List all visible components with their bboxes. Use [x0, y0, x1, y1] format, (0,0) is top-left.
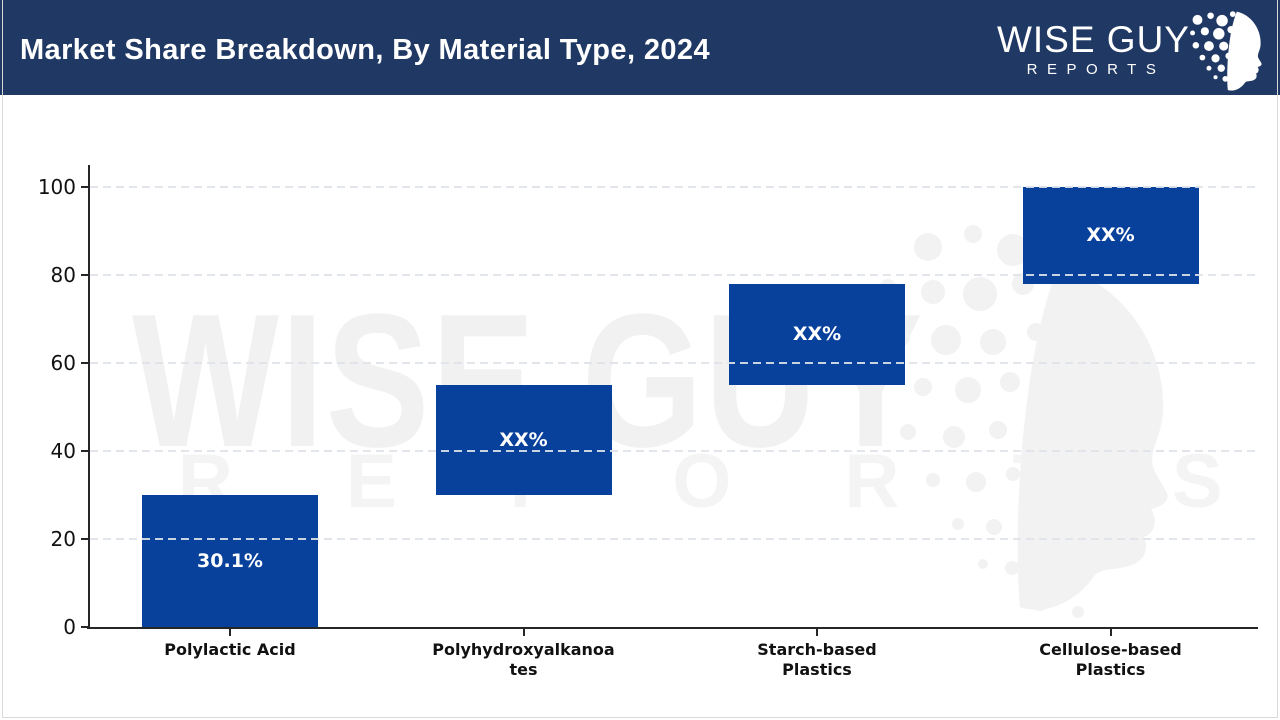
- x-axis-tick: [229, 629, 231, 636]
- y-tick-label: 40: [50, 439, 76, 463]
- x-axis-line: [87, 627, 1258, 629]
- y-axis-tick: [81, 626, 88, 628]
- y-axis-line: [88, 165, 90, 629]
- bar: XX%: [729, 283, 905, 385]
- logo-subtitle: REPORTS: [1026, 61, 1166, 78]
- header-bar: Market Share Breakdown, By Material Type…: [0, 0, 1280, 95]
- y-axis-tick: [81, 450, 88, 452]
- logo-text: WISE GUY REPORTS: [996, 19, 1190, 79]
- x-tick-label-line: Plastics: [782, 660, 852, 679]
- y-tick-label: 20: [50, 527, 76, 551]
- x-tick-label-line: Starch-based: [757, 640, 877, 659]
- y-tick-label: 100: [37, 175, 76, 199]
- x-tick-label-line: tes: [509, 660, 538, 679]
- x-tick-label: Starch-based Plastics: [687, 640, 947, 680]
- plot-area: 0 20 40 60 80 100 30.1% Polylactic Acid XX% Polyh…: [0, 95, 1280, 720]
- y-axis-tick: [81, 186, 88, 188]
- gridline: [90, 450, 1258, 452]
- x-tick-label-line: Plastics: [1075, 660, 1146, 679]
- y-axis-tick: [81, 538, 88, 540]
- bar: 30.1%: [142, 494, 318, 627]
- bar: XX%: [435, 385, 612, 495]
- bar-value-label: 30.1%: [197, 549, 263, 572]
- bar: XX%: [1022, 187, 1199, 284]
- x-tick-label: Cellulose-based Plastics: [981, 640, 1241, 680]
- x-tick-label: Polylactic Acid: [100, 640, 360, 660]
- x-tick-label-line: Polylactic Acid: [164, 640, 296, 659]
- gridline: [90, 362, 1258, 364]
- logo-face-icon: [1190, 11, 1262, 91]
- y-tick-label: 0: [63, 615, 76, 639]
- y-tick-label: 60: [50, 351, 76, 375]
- x-axis-tick: [1109, 629, 1112, 636]
- brand-logo: WISE GUY REPORTS: [997, 6, 1268, 92]
- y-tick-label: 80: [50, 263, 76, 287]
- logo-wordmark: WISE GUY: [996, 19, 1190, 60]
- bar-value-label: XX%: [499, 428, 548, 451]
- bar-value-label: XX%: [1086, 224, 1135, 247]
- x-tick-label-line: Polyhydroxyalkanoa: [432, 640, 615, 659]
- x-axis-tick: [816, 629, 818, 636]
- bar-value-label: XX%: [792, 323, 842, 346]
- y-axis-tick: [81, 274, 88, 276]
- page-title: Market Share Breakdown, By Material Type…: [20, 34, 710, 66]
- x-axis-tick: [522, 629, 525, 636]
- y-axis-tick: [81, 362, 88, 364]
- x-tick-label-line: Cellulose-based: [1039, 640, 1182, 659]
- x-tick-label: Polyhydroxyalkanoa tes: [394, 640, 654, 680]
